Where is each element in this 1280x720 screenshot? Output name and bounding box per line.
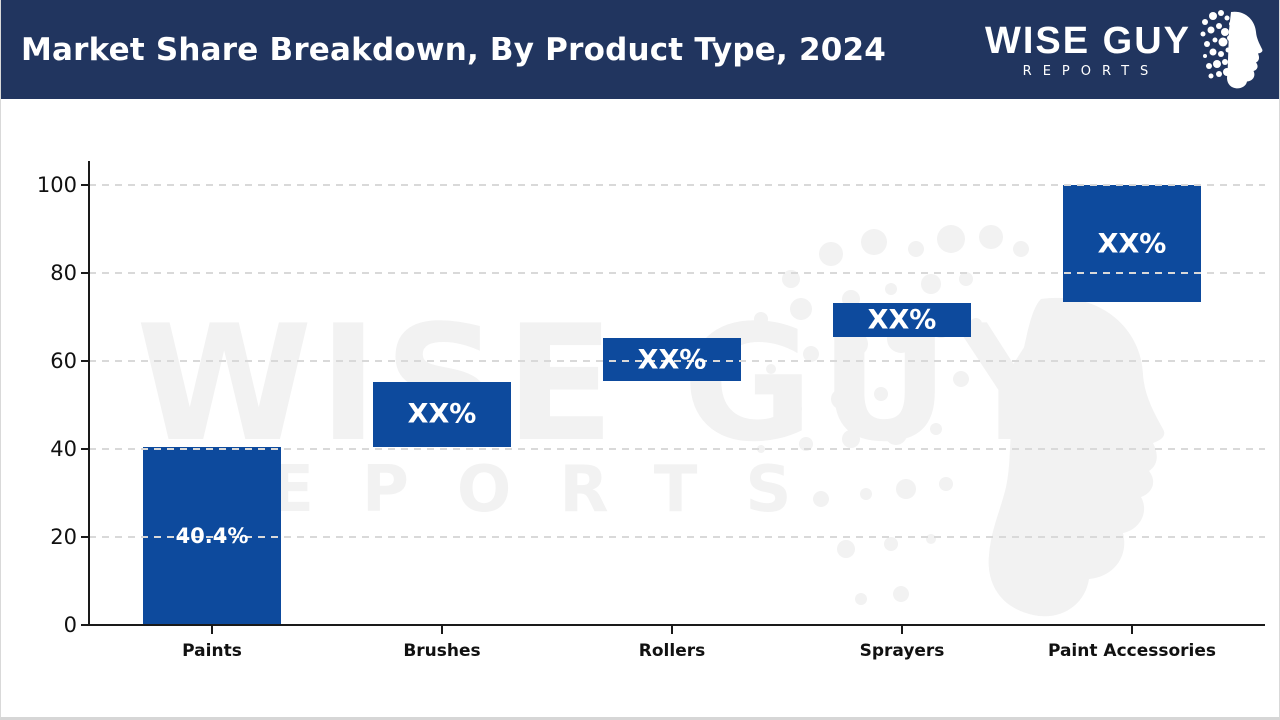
y-axis-tick: [81, 272, 89, 274]
x-axis-tick: [901, 626, 903, 634]
y-axis-tick: [81, 536, 89, 538]
bar-brushes: [373, 381, 511, 448]
bar-value-label: XX%: [867, 304, 937, 336]
x-axis-category-label: Brushes: [403, 641, 481, 661]
bar-value-label: XX%: [407, 398, 477, 430]
y-axis-tick-label: 60: [50, 349, 77, 373]
y-axis-tick-label: 40: [50, 437, 77, 461]
bar-sprayers: [833, 302, 971, 338]
wise-guy-reports-logo: WISE GUY REPORTS: [985, 8, 1267, 92]
bar-paint-accessories: [1063, 185, 1201, 303]
y-axis-tick: [81, 360, 89, 362]
logo-text: WISE GUY REPORTS: [985, 22, 1191, 78]
y-axis-tick-label: 20: [50, 525, 77, 549]
header-bar: Market Share Breakdown, By Product Type,…: [1, 0, 1279, 99]
x-axis-tick: [1131, 626, 1133, 634]
x-axis-line: [89, 624, 1265, 626]
bar-value-label: XX%: [637, 344, 707, 376]
logo-wise-guy-label: WISE GUY: [984, 19, 1191, 62]
x-axis-category-label: Sprayers: [859, 641, 945, 661]
chart-title: Market Share Breakdown, By Product Type,…: [21, 31, 887, 68]
bar-rollers: [603, 338, 741, 382]
x-axis-tick: [441, 626, 443, 634]
logo-face-icon: [1200, 9, 1263, 88]
x-axis-category-label: Paint Accessories: [1047, 641, 1217, 661]
y-axis-line: [88, 161, 90, 626]
gridline-y20: [89, 536, 1265, 538]
y-axis-tick: [81, 624, 89, 626]
y-axis-tick: [81, 184, 89, 186]
y-axis-tick: [81, 448, 89, 450]
bar-value-label: XX%: [1097, 228, 1167, 260]
gridline-y100: [89, 184, 1265, 186]
x-axis-tick: [211, 626, 213, 634]
bar-value-label: 40.4%: [175, 524, 249, 549]
logo-reports-label: REPORTS: [1022, 63, 1160, 79]
y-axis-tick-label: 80: [50, 261, 77, 285]
x-axis-tick: [671, 626, 673, 634]
y-axis-tick-label: 100: [36, 173, 77, 197]
x-axis-category-label: Rollers: [638, 641, 706, 661]
y-axis-tick-label: 0: [63, 613, 77, 637]
gridline-y80: [89, 272, 1265, 274]
gridline-y40: [89, 448, 1265, 450]
gridline-y60: [89, 360, 1265, 362]
x-axis-category-label: Paints: [182, 641, 242, 661]
plot-area: WISE GUY REPORTS: [1, 99, 1279, 717]
